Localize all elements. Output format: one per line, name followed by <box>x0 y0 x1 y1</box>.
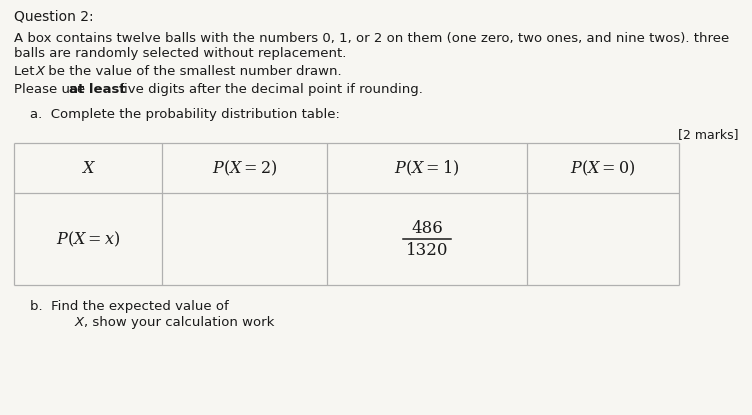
Text: five digits after the decimal point if rounding.: five digits after the decimal point if r… <box>115 83 423 96</box>
Text: [2 marks]: [2 marks] <box>678 128 738 141</box>
Text: Question 2:: Question 2: <box>14 10 94 24</box>
Text: b.  Find the expected value of: b. Find the expected value of <box>30 300 229 313</box>
Text: $X$: $X$ <box>80 160 96 176</box>
Text: X: X <box>36 65 45 78</box>
Text: at least: at least <box>69 83 126 96</box>
Text: $P(X = x)$: $P(X = x)$ <box>56 229 120 249</box>
Text: 486: 486 <box>411 220 443 237</box>
Text: a.  Complete the probability distribution table:: a. Complete the probability distribution… <box>30 108 340 121</box>
Text: A box contains twelve balls with the numbers 0, 1, or 2 on them (one zero, two o: A box contains twelve balls with the num… <box>14 32 729 45</box>
Text: $P(X = 0)$: $P(X = 0)$ <box>570 159 635 178</box>
Text: be the value of the smallest number drawn.: be the value of the smallest number draw… <box>44 65 341 78</box>
Text: X: X <box>75 316 84 329</box>
Text: Please use: Please use <box>14 83 89 96</box>
Text: Let: Let <box>14 65 39 78</box>
Text: $P(X = 2)$: $P(X = 2)$ <box>212 159 277 178</box>
Text: $P(X = 1)$: $P(X = 1)$ <box>394 159 459 178</box>
Text: , show your calculation work: , show your calculation work <box>84 316 274 329</box>
Text: balls are randomly selected without replacement.: balls are randomly selected without repl… <box>14 47 347 60</box>
Text: 1320: 1320 <box>406 242 448 259</box>
